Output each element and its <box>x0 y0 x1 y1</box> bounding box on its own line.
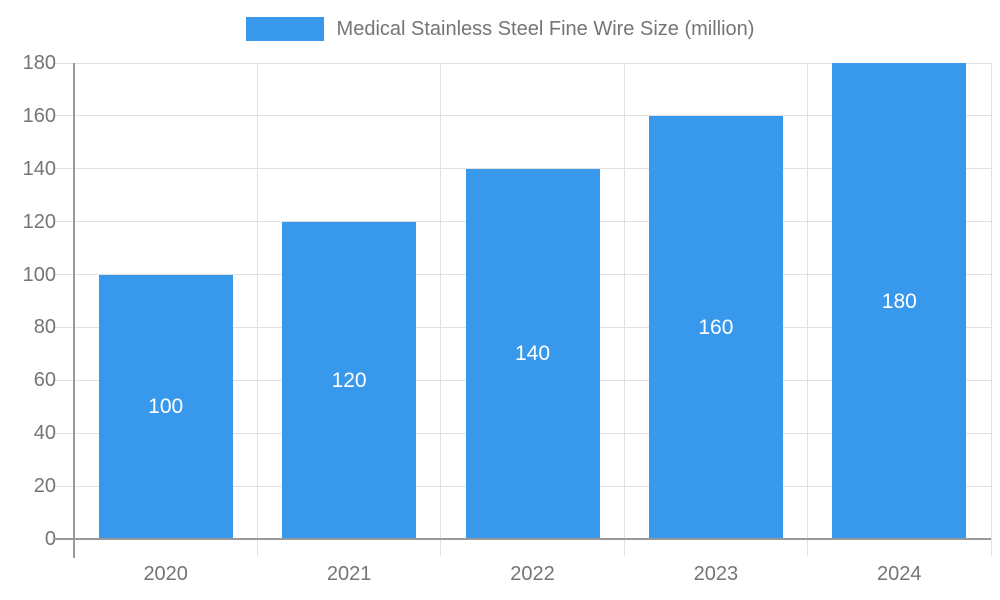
x-gridline <box>623 63 625 556</box>
y-axis-tick <box>54 62 74 64</box>
x-axis-category-label: 2020 <box>143 563 188 585</box>
bar-2020[interactable]: 100 <box>98 274 233 539</box>
legend-swatch[interactable] <box>245 17 324 41</box>
y-axis-tick <box>54 326 74 328</box>
y-axis-tick-label: 120 <box>22 210 56 233</box>
y-axis-tick-label: 40 <box>33 422 56 445</box>
y-axis-tick <box>54 485 74 487</box>
y-gridline <box>74 115 991 117</box>
bar-value-label: 140 <box>514 342 551 366</box>
y-axis-tick <box>54 115 74 117</box>
y-axis-tick-label: 80 <box>33 316 56 339</box>
y-axis-tick <box>54 274 74 276</box>
legend: Medical Stainless Steel Fine Wire Size (… <box>0 17 1000 41</box>
y-axis-tick-label: 160 <box>22 104 56 127</box>
bar-value-label: 120 <box>331 368 367 392</box>
x-gridline <box>807 63 809 556</box>
y-axis-tick-label: 60 <box>33 369 56 392</box>
bar-2024[interactable]: 180 <box>832 63 967 539</box>
x-gridline <box>440 63 442 556</box>
x-axis-category-label: 2022 <box>510 563 555 585</box>
x-gridline <box>256 63 258 556</box>
x-axis-category-label: 2023 <box>693 563 739 585</box>
x-axis-category-label: 2024 <box>877 563 922 585</box>
y-gridline <box>74 62 991 64</box>
y-axis-tick-label: 140 <box>22 157 56 180</box>
y-axis-tick-label: 20 <box>33 475 56 498</box>
bar-2023[interactable]: 160 <box>648 115 783 539</box>
chart-title: Medical Stainless Steel Fine Wire Size (… <box>336 17 755 40</box>
x-gridline <box>990 63 992 556</box>
y-axis-tick <box>54 432 74 434</box>
y-axis-tick <box>54 168 74 170</box>
x-axis-category-label: 2021 <box>326 563 372 585</box>
y-axis-tick-label: 100 <box>22 263 56 286</box>
y-axis-tick <box>54 379 74 381</box>
bar-2021[interactable]: 120 <box>282 221 417 539</box>
y-axis-line <box>73 63 75 558</box>
y-axis-tick <box>54 221 74 223</box>
bar-value-label: 180 <box>881 289 917 313</box>
x-axis-line <box>54 538 991 540</box>
y-axis-tick-label: 180 <box>22 52 56 74</box>
bar-value-label: 100 <box>148 395 184 419</box>
bar-2022[interactable]: 140 <box>465 168 600 539</box>
bar-value-label: 160 <box>698 315 734 339</box>
y-axis-tick-label: 0 <box>44 528 56 550</box>
